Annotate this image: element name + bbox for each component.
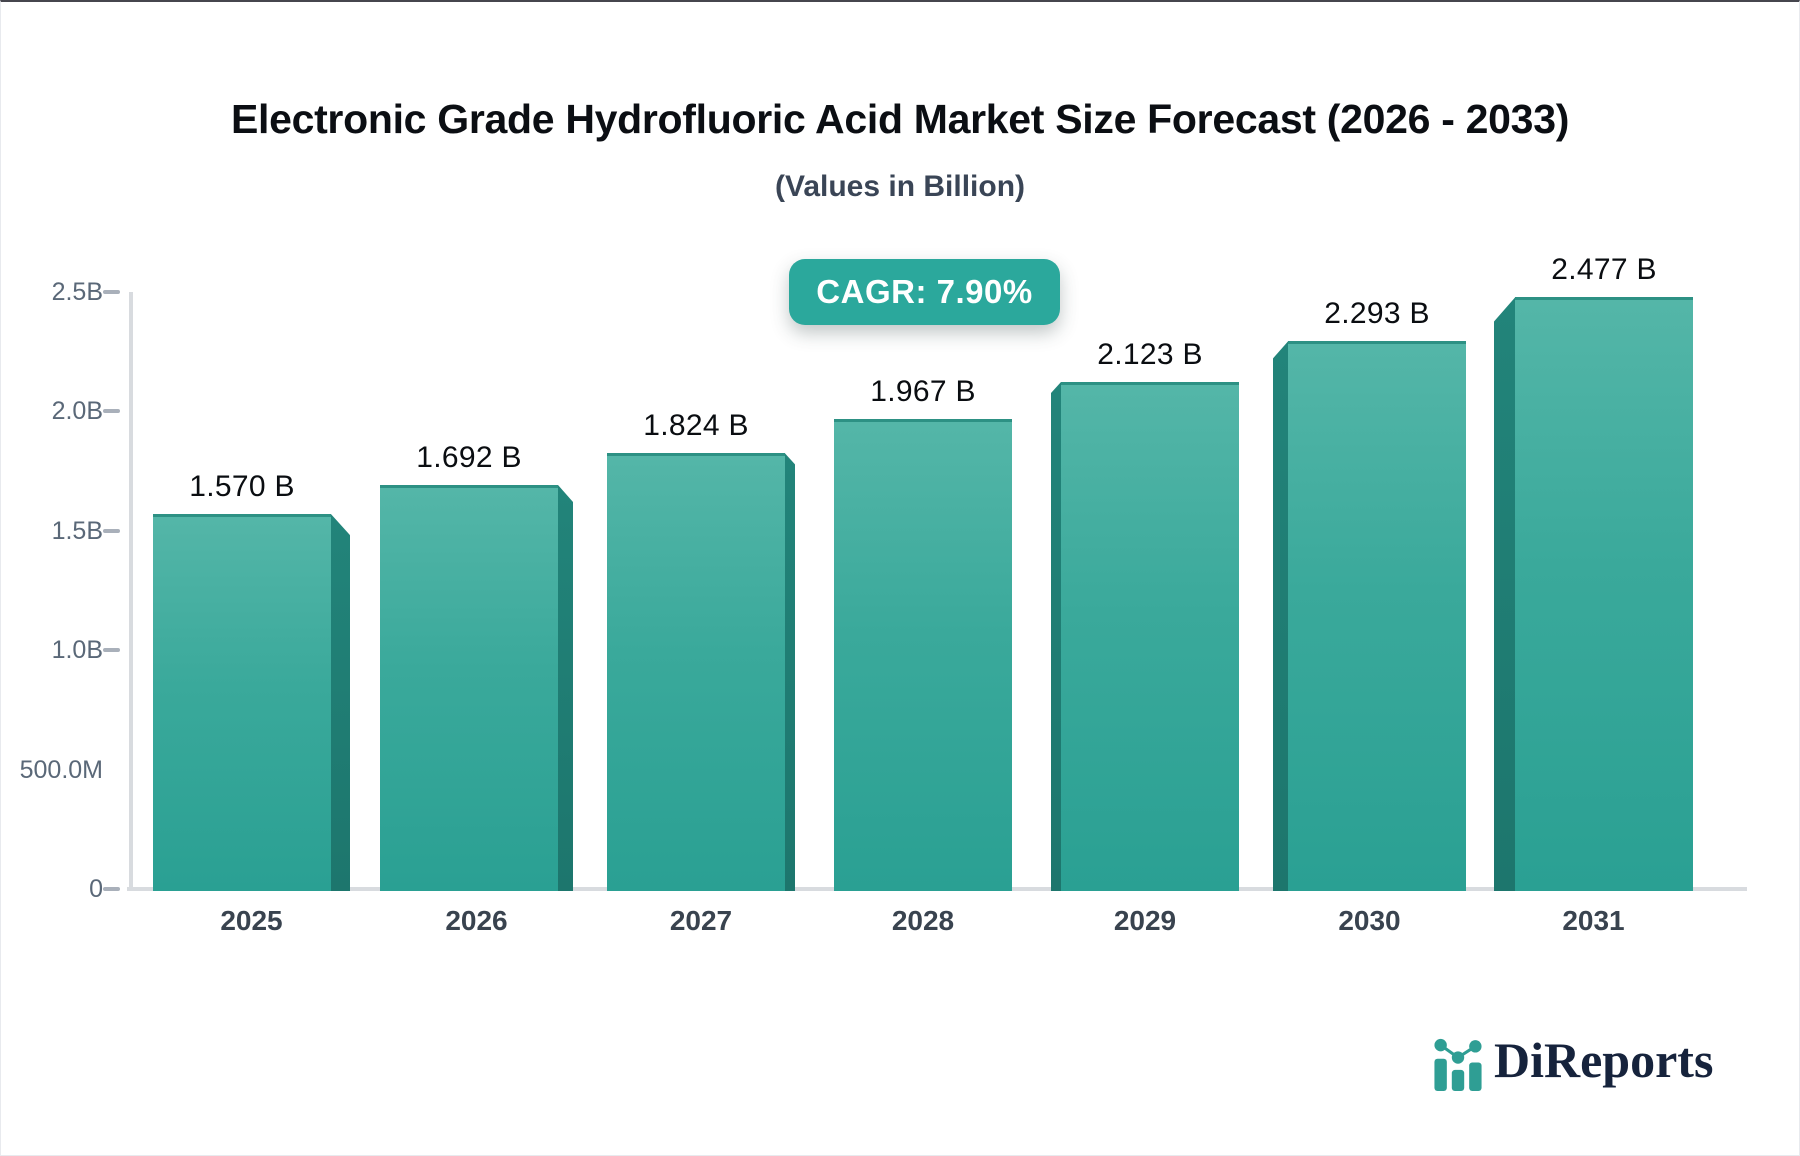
- x-axis-label: 2028: [891, 905, 955, 936]
- y-tick-dash: [103, 887, 120, 891]
- y-tick-dash: [103, 528, 120, 533]
- y-tick-label: 2.0B: [51, 397, 103, 426]
- bar-side: [1494, 297, 1515, 891]
- x-axis-label: 2026: [445, 905, 508, 936]
- bar-value-label: 2.477 B: [1551, 253, 1657, 287]
- x-axis-label: 2030: [1338, 905, 1401, 936]
- bar-value-label: 1.570 B: [189, 470, 295, 504]
- bar: [834, 419, 1012, 891]
- bar-chart-trend-icon: [1434, 1038, 1482, 1091]
- bar-value-label: 1.967 B: [870, 375, 976, 409]
- chart-title: Electronic Grade Hydrofluoric Acid Marke…: [230, 96, 1570, 142]
- bar-face: [607, 453, 785, 891]
- bar-side: [785, 453, 795, 891]
- bar-side: [1273, 341, 1288, 891]
- chart-subtitle: (Values in Billion): [774, 170, 1026, 203]
- bar-face: [153, 514, 331, 891]
- x-axis-label: 2025: [220, 905, 283, 936]
- bar-face: [1061, 382, 1239, 891]
- x-axis-label: 2031: [1562, 905, 1625, 936]
- direports-logo: DiReports: [1429, 1029, 1713, 1091]
- y-tick-label: 2.5B: [51, 278, 103, 306]
- cagr-badge: CAGR: 7.90%: [789, 259, 1060, 325]
- bar: [380, 484, 573, 891]
- x-axis-label: 2029: [1113, 905, 1177, 936]
- y-tick-dash: [103, 648, 120, 653]
- y-tick-label: 500.0M: [19, 755, 103, 784]
- bar: [1273, 341, 1466, 891]
- bar-side: [1051, 382, 1061, 891]
- bar-face: [1288, 341, 1466, 891]
- x-axis-label: 2027: [669, 905, 733, 936]
- bar-face: [834, 419, 1012, 891]
- bar-side: [558, 484, 573, 891]
- bar-side: [331, 514, 350, 891]
- y-tick-label: 1.5B: [51, 516, 103, 545]
- bar-value-label: 1.692 B: [416, 440, 522, 474]
- bar: [1494, 297, 1693, 891]
- cagr-badge-label: CAGR: 7.90%: [816, 273, 1033, 310]
- bar-value-label: 1.824 B: [643, 409, 749, 443]
- y-tick-label: 1.0B: [51, 636, 103, 665]
- bar-value-label: 2.123 B: [1097, 338, 1203, 372]
- y-axis-line: [129, 292, 133, 889]
- logo-text: DiReports: [1494, 1032, 1714, 1088]
- bar-face: [1515, 297, 1693, 891]
- y-tick-label: 0: [89, 875, 103, 903]
- y-tick-dash: [103, 290, 120, 294]
- bar: [153, 514, 350, 891]
- bar: [1051, 382, 1239, 891]
- bar: [607, 453, 795, 891]
- bar-face: [380, 484, 558, 891]
- bar-value-label: 2.293 B: [1324, 297, 1430, 331]
- y-tick-dash: [103, 409, 120, 414]
